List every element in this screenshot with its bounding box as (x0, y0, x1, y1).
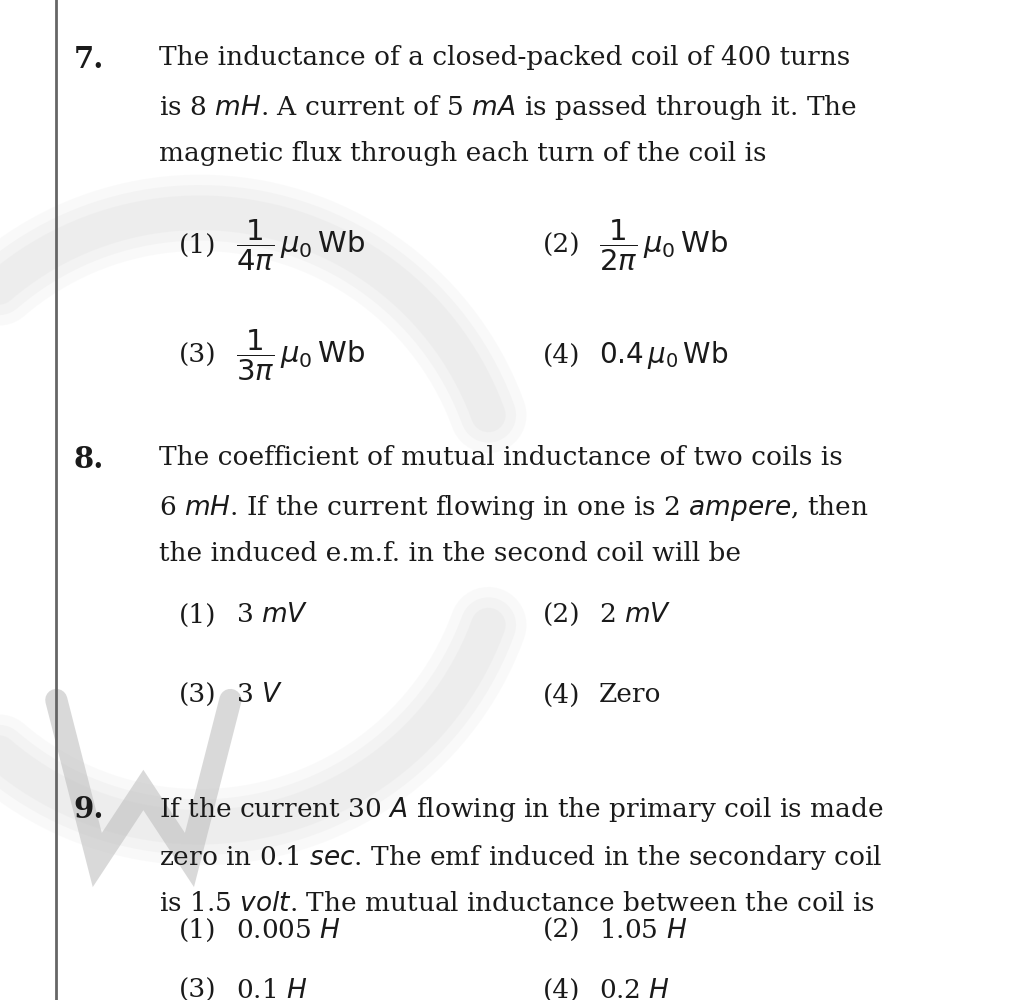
Text: (3): (3) (179, 682, 217, 708)
Text: (1): (1) (179, 602, 217, 628)
Text: 1.05 $H$: 1.05 $H$ (599, 918, 687, 942)
Text: 0.2 $H$: 0.2 $H$ (599, 978, 670, 1000)
Text: (2): (2) (543, 232, 581, 257)
Text: magnetic flux through each turn of the coil is: magnetic flux through each turn of the c… (159, 141, 766, 166)
Text: (2): (2) (543, 602, 581, 628)
Text: $\dfrac{1}{2\pi}\,\mu_0\,\mathrm{Wb}$: $\dfrac{1}{2\pi}\,\mu_0\,\mathrm{Wb}$ (599, 217, 728, 273)
Text: 2 $mV$: 2 $mV$ (599, 602, 672, 628)
Text: is 1.5 $volt$. The mutual inductance between the coil is: is 1.5 $volt$. The mutual inductance bet… (159, 891, 874, 916)
Text: $0.4\,\mu_0\,\mathrm{Wb}$: $0.4\,\mu_0\,\mathrm{Wb}$ (599, 339, 728, 371)
Text: (4): (4) (543, 342, 581, 367)
Text: 0.1 $H$: 0.1 $H$ (236, 978, 307, 1000)
Text: $\dfrac{1}{3\pi}\,\mu_0\,\mathrm{Wb}$: $\dfrac{1}{3\pi}\,\mu_0\,\mathrm{Wb}$ (236, 327, 365, 383)
Text: (2): (2) (543, 918, 581, 942)
Text: 0.005 $H$: 0.005 $H$ (236, 918, 341, 942)
Text: (4): (4) (543, 682, 581, 708)
Text: 7.: 7. (74, 45, 104, 74)
Text: (1): (1) (179, 232, 217, 257)
Text: 3 $V$: 3 $V$ (236, 682, 283, 708)
Text: 6 $mH$. If the current flowing in one is 2 $ampere$, then: 6 $mH$. If the current flowing in one is… (159, 493, 868, 523)
Text: the induced e.m.f. in the second coil will be: the induced e.m.f. in the second coil wi… (159, 541, 740, 566)
Text: (4): (4) (543, 978, 581, 1000)
Text: Zero: Zero (599, 682, 662, 708)
Text: $\dfrac{1}{4\pi}\,\mu_0\,\mathrm{Wb}$: $\dfrac{1}{4\pi}\,\mu_0\,\mathrm{Wb}$ (236, 217, 365, 273)
Text: The inductance of a closed-packed coil of 400 turns: The inductance of a closed-packed coil o… (159, 45, 850, 70)
Text: 8.: 8. (74, 445, 104, 474)
Text: zero in 0.1 $sec$. The emf induced in the secondary coil: zero in 0.1 $sec$. The emf induced in th… (159, 843, 882, 872)
Text: 3 $mV$: 3 $mV$ (236, 602, 308, 628)
Text: If the current 30 $A$ flowing in the primary coil is made: If the current 30 $A$ flowing in the pri… (159, 795, 884, 824)
Text: is 8 $mH$. A current of 5 $mA$ is passed through it. The: is 8 $mH$. A current of 5 $mA$ is passed… (159, 93, 857, 122)
Text: The coefficient of mutual inductance of two coils is: The coefficient of mutual inductance of … (159, 445, 843, 470)
Text: (3): (3) (179, 978, 217, 1000)
Text: (1): (1) (179, 918, 217, 942)
Text: (3): (3) (179, 342, 217, 367)
Text: 9.: 9. (74, 795, 104, 824)
